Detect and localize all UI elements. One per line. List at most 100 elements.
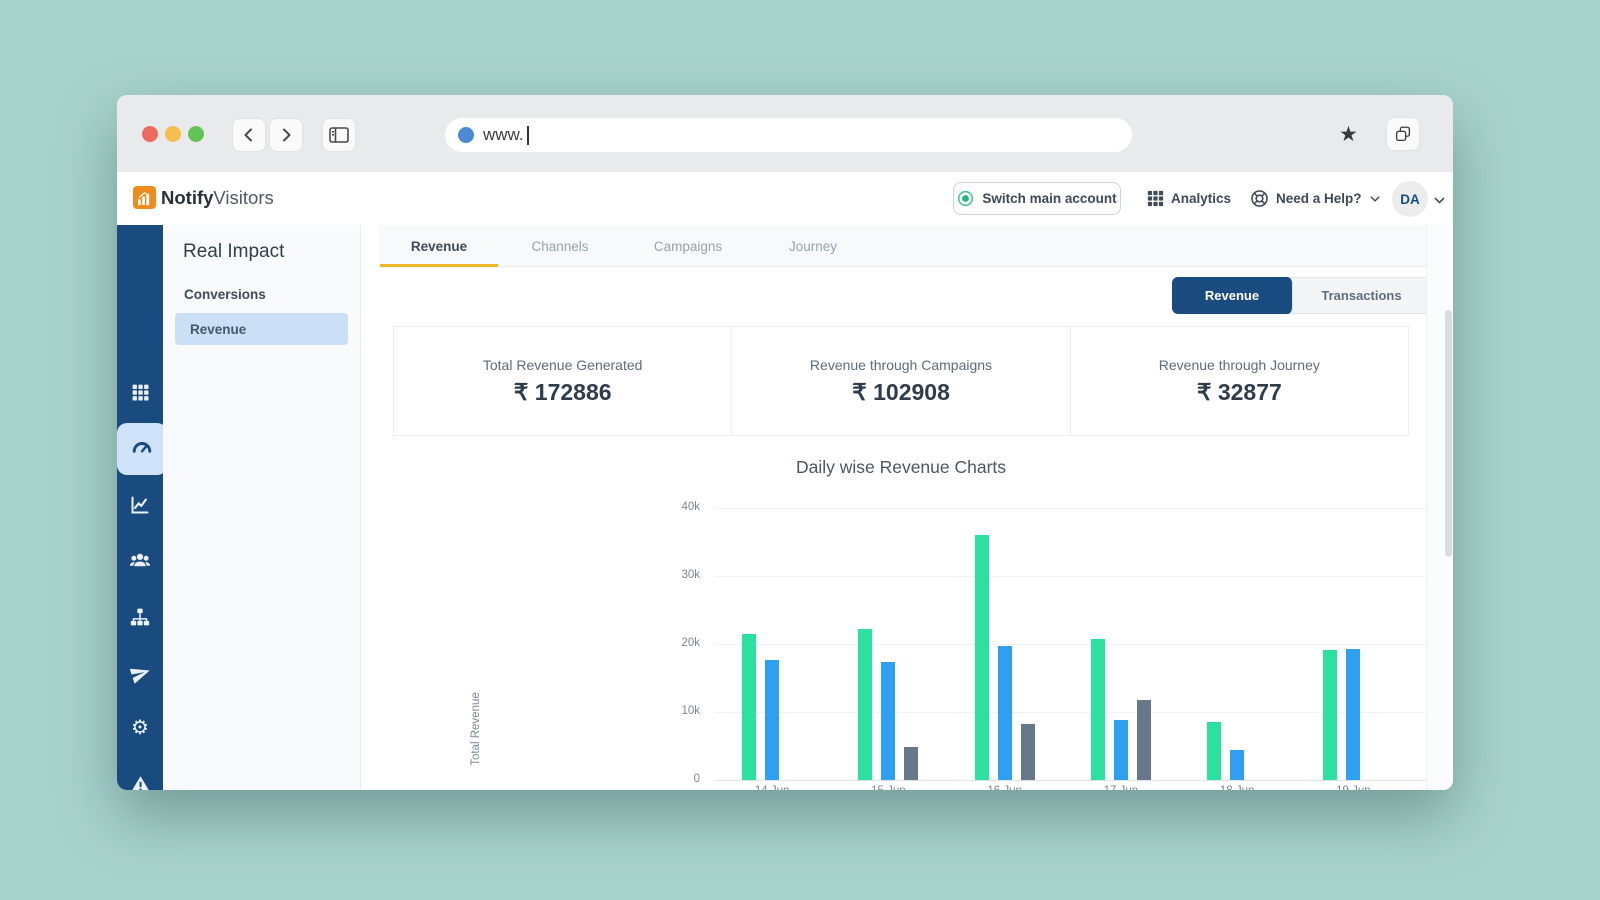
tab-campaigns[interactable]: Campaigns [629, 225, 747, 267]
line-chart-icon [131, 496, 149, 514]
scrollbar-gutter [1426, 225, 1453, 790]
analytics-menu-item[interactable]: Analytics [1147, 172, 1231, 225]
rail-item-settings[interactable]: ⚙ [117, 708, 163, 748]
dashboard-icon [132, 442, 152, 453]
chevron-down-icon [1370, 195, 1380, 202]
secondary-sidebar: Real Impact Conversions Revenue [163, 225, 361, 790]
apps-grid-icon [1147, 190, 1164, 207]
rail-item-segments[interactable] [117, 597, 163, 637]
tabs-overview-button[interactable] [1386, 117, 1420, 151]
avatar-chevron-down-icon[interactable] [1433, 194, 1446, 207]
y-tick-label: 0 [693, 773, 700, 785]
bar-blue-series-16-jun[interactable] [997, 646, 1012, 780]
tab-revenue-label: Revenue [410, 238, 468, 254]
stat-journey-revenue: Revenue through Journey ₹ 32877 [1070, 326, 1409, 436]
bar-blue-series-18-jun[interactable] [1230, 750, 1245, 780]
metric-toggle-group: Revenue Transactions Average Revenue Per… [1172, 277, 1453, 314]
forward-button[interactable] [269, 118, 303, 152]
bar-blue-series-15-jun[interactable] [881, 662, 896, 780]
notifyvisitors-logo[interactable]: Notify Visitors [133, 186, 274, 209]
bar-blue-series-14-jun[interactable] [765, 659, 780, 780]
help-globe-icon [1251, 190, 1268, 207]
url-text: www. [483, 125, 524, 144]
sitemap-icon [130, 608, 150, 626]
help-menu-item[interactable]: Need a Help? [1250, 172, 1381, 225]
analytics-label: Analytics [1171, 191, 1232, 206]
y-axis-title: Total Revenue [470, 692, 482, 766]
address-bar[interactable]: www. [445, 118, 1132, 152]
sidebar-item-revenue[interactable]: Revenue [175, 313, 348, 345]
bar-green-series-18-jun[interactable] [1207, 721, 1222, 780]
logo-text-light: Visitors [213, 186, 274, 208]
toggle-revenue-label: Revenue [1204, 288, 1260, 303]
bookmark-star-button[interactable]: ★ [1339, 123, 1358, 146]
x-tick-label: 18 Jun [1207, 785, 1267, 790]
radio-on-icon [958, 190, 974, 207]
stat-campaigns-revenue-value: ₹ 102908 [852, 378, 950, 405]
x-tick-label: 19 Jun [1323, 785, 1383, 790]
bar-green-series-14-jun[interactable] [742, 634, 757, 780]
avatar-initials: DA [1400, 191, 1420, 207]
tab-journey[interactable]: Journey [754, 225, 872, 267]
tabs-overview-icon [1395, 126, 1411, 142]
tab-channels-label: Channels [531, 238, 589, 254]
bar-gray-series-16-jun[interactable] [1020, 724, 1035, 780]
toggle-transactions-label: Transactions [1321, 288, 1402, 303]
app-header: Notify Visitors Switch main account Analy… [117, 172, 1453, 226]
rail-item-grid[interactable] [117, 372, 163, 412]
x-tick-label: 15 Jun [858, 785, 918, 790]
close-window-button[interactable] [142, 126, 158, 142]
toggle-revenue-button[interactable]: Revenue [1172, 277, 1293, 314]
tab-channels[interactable]: Channels [501, 225, 619, 267]
rail-item-dashboard[interactable] [117, 423, 167, 475]
zoom-window-button[interactable] [188, 126, 204, 142]
gridline [714, 508, 1453, 509]
gridline [714, 576, 1453, 577]
bar-green-series-17-jun[interactable] [1090, 639, 1105, 780]
rail-item-audience[interactable] [117, 541, 163, 581]
rail-item-alerts[interactable] [117, 764, 163, 790]
toggle-transactions-button[interactable]: Transactions [1292, 278, 1432, 313]
y-tick-label: 10k [681, 705, 700, 717]
stats-row: Total Revenue Generated ₹ 172886 Revenue… [393, 326, 1409, 436]
scrollbar-thumb[interactable] [1445, 310, 1452, 557]
y-tick-label: 40k [681, 501, 700, 513]
tab-bar: Revenue Channels Campaigns Journey [379, 225, 1426, 267]
sidebar-item-conversions[interactable]: Conversions [184, 287, 266, 302]
bar-gray-series-17-jun[interactable] [1136, 700, 1151, 780]
active-tab-underline [380, 264, 498, 267]
back-button[interactable] [232, 118, 266, 152]
tab-revenue[interactable]: Revenue [380, 225, 498, 267]
bar-gray-series-15-jun[interactable] [904, 747, 919, 780]
bar-green-series-19-jun[interactable] [1323, 650, 1338, 780]
rail-item-campaigns[interactable] [117, 653, 163, 693]
warning-icon [131, 775, 149, 790]
grid-icon [132, 384, 148, 400]
sidebar-toggle-button[interactable] [322, 118, 356, 152]
stat-total-revenue-value: ₹ 172886 [513, 378, 612, 405]
tab-campaigns-label: Campaigns [653, 238, 723, 254]
switch-main-account-label: Switch main account [982, 191, 1117, 206]
chart-plot: 40k 30k 20k 10k 0 14 Jun 15 Jun 16 Jun 17 Jun 18 … [681, 501, 1453, 790]
x-tick-label: 16 Jun [975, 785, 1035, 790]
rail-item-analytics[interactable] [117, 485, 163, 525]
send-icon [129, 668, 150, 684]
minimize-window-button[interactable] [165, 126, 181, 142]
logo-text-bold: Notify [161, 186, 214, 208]
forward-icon [283, 128, 291, 142]
stat-journey-revenue-value: ₹ 32877 [1196, 378, 1282, 405]
user-avatar[interactable]: DA [1392, 181, 1428, 217]
bar-blue-series-17-jun[interactable] [1113, 720, 1128, 780]
sidebar-item-revenue-label: Revenue [190, 321, 247, 337]
y-tick-label: 30k [681, 569, 700, 581]
back-icon [244, 128, 252, 142]
users-icon [129, 553, 151, 567]
switch-main-account-button[interactable]: Switch main account [953, 182, 1121, 215]
site-dot-icon [458, 127, 474, 143]
x-tick-label: 17 Jun [1091, 785, 1151, 790]
gridline [714, 780, 1453, 781]
bar-green-series-16-jun[interactable] [974, 535, 989, 780]
bar-blue-series-19-jun[interactable] [1346, 649, 1361, 780]
bar-green-series-15-jun[interactable] [858, 629, 873, 780]
